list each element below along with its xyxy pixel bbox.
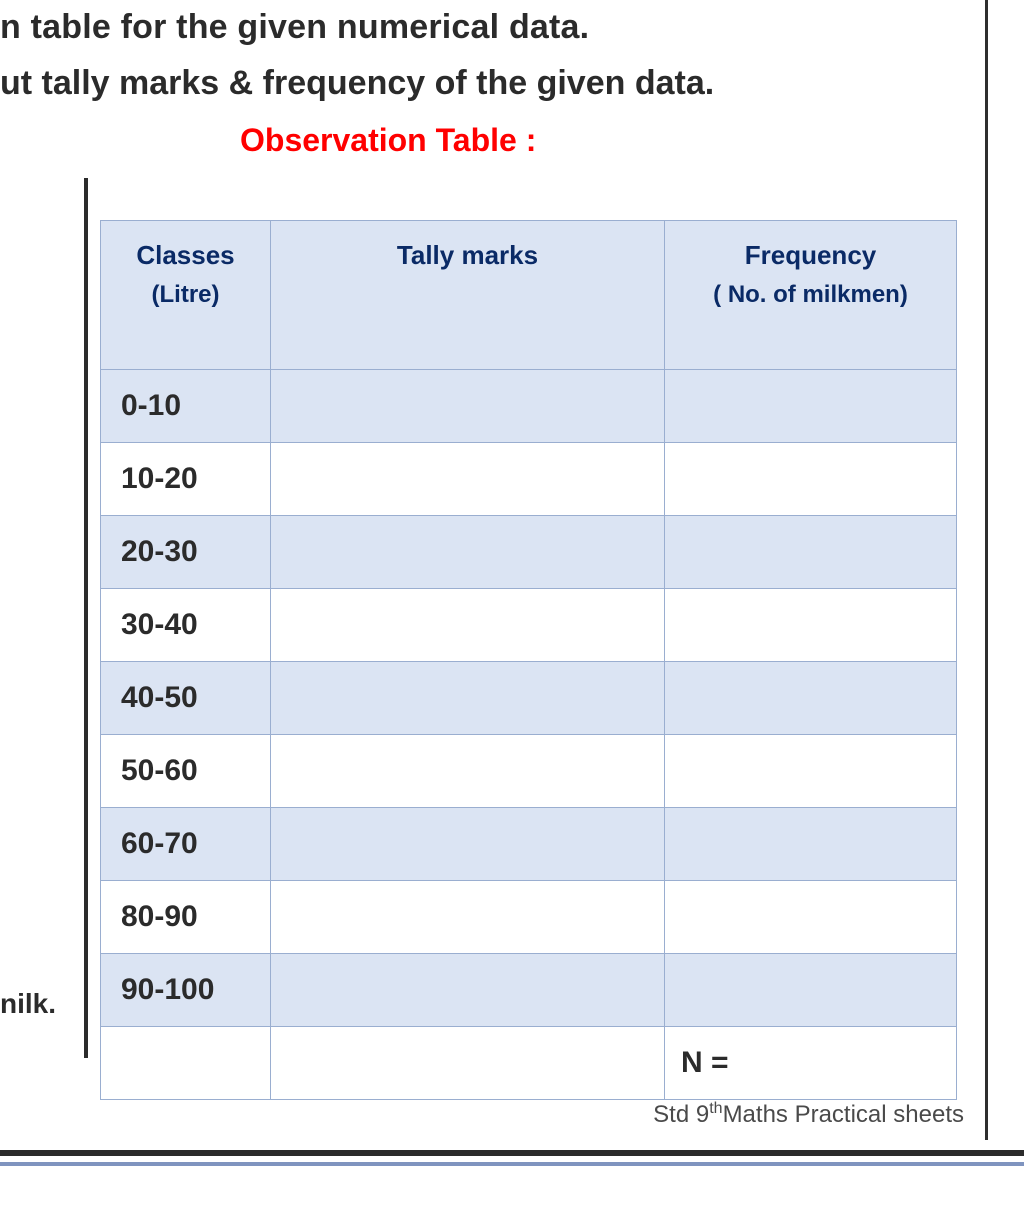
cell-frequency xyxy=(665,443,957,516)
cell-class: 50-60 xyxy=(101,735,271,808)
table-total-classes xyxy=(101,1027,271,1100)
cell-tally xyxy=(271,662,665,735)
page-bottom-edge xyxy=(0,1150,1024,1166)
th-frequency: Frequency ( No. of milkmen) xyxy=(665,221,957,370)
table-row: 10-20 xyxy=(101,443,957,516)
cell-tally xyxy=(271,881,665,954)
cell-frequency xyxy=(665,589,957,662)
cell-tally xyxy=(271,370,665,443)
th-classes-sub: (Litre) xyxy=(101,279,270,310)
th-tally-main: Tally marks xyxy=(397,240,538,270)
th-classes: Classes (Litre) xyxy=(101,221,271,370)
cell-class: 40-50 xyxy=(101,662,271,735)
table-total-row: N = xyxy=(101,1027,957,1100)
cell-frequency xyxy=(665,881,957,954)
page-right-rule xyxy=(985,0,988,1140)
footnote-rest: Maths Practical sheets xyxy=(723,1101,964,1128)
table-row: 90-100 xyxy=(101,954,957,1027)
table-total-tally xyxy=(271,1027,665,1100)
cell-tally xyxy=(271,516,665,589)
cell-class: 80-90 xyxy=(101,881,271,954)
table-left-rule xyxy=(84,178,88,1058)
table-row: 40-50 xyxy=(101,662,957,735)
cell-frequency xyxy=(665,954,957,1027)
cell-tally xyxy=(271,735,665,808)
cell-frequency xyxy=(665,662,957,735)
table-row: 50-60 xyxy=(101,735,957,808)
cell-frequency xyxy=(665,370,957,443)
instruction-line-1: n table for the given numerical data. xyxy=(0,8,589,47)
page-footnote: Std 9thMaths Practical sheets xyxy=(653,1100,964,1129)
table-row: 20-30 xyxy=(101,516,957,589)
table-row: 60-70 xyxy=(101,808,957,881)
cell-class: 60-70 xyxy=(101,808,271,881)
cell-class: 0-10 xyxy=(101,370,271,443)
table-row: 0-10 xyxy=(101,370,957,443)
cell-frequency xyxy=(665,735,957,808)
cell-tally xyxy=(271,443,665,516)
cell-frequency xyxy=(665,808,957,881)
table-row: 80-90 xyxy=(101,881,957,954)
observation-table-wrap: Classes (Litre) Tally marks Frequency ( … xyxy=(100,220,956,1100)
cell-class: 90-100 xyxy=(101,954,271,1027)
footnote-sup: th xyxy=(709,1100,722,1117)
cell-class: 20-30 xyxy=(101,516,271,589)
th-frequency-sub: ( No. of milkmen) xyxy=(665,279,956,310)
cell-tally xyxy=(271,808,665,881)
instruction-line-2: ut tally marks & frequency of the given … xyxy=(0,64,714,103)
cell-class: 10-20 xyxy=(101,443,271,516)
table-total-n: N = xyxy=(665,1027,957,1100)
cell-class: 30-40 xyxy=(101,589,271,662)
cell-frequency xyxy=(665,516,957,589)
footnote-prefix: Std 9 xyxy=(653,1101,709,1128)
observation-table: Classes (Litre) Tally marks Frequency ( … xyxy=(100,220,957,1100)
th-frequency-main: Frequency xyxy=(745,240,877,270)
table-row: 30-40 xyxy=(101,589,957,662)
observation-title: Observation Table : xyxy=(240,122,536,159)
th-tally: Tally marks xyxy=(271,221,665,370)
cell-tally xyxy=(271,589,665,662)
side-label-milk: nilk. xyxy=(0,988,56,1020)
th-classes-main: Classes xyxy=(136,240,234,270)
cell-tally xyxy=(271,954,665,1027)
